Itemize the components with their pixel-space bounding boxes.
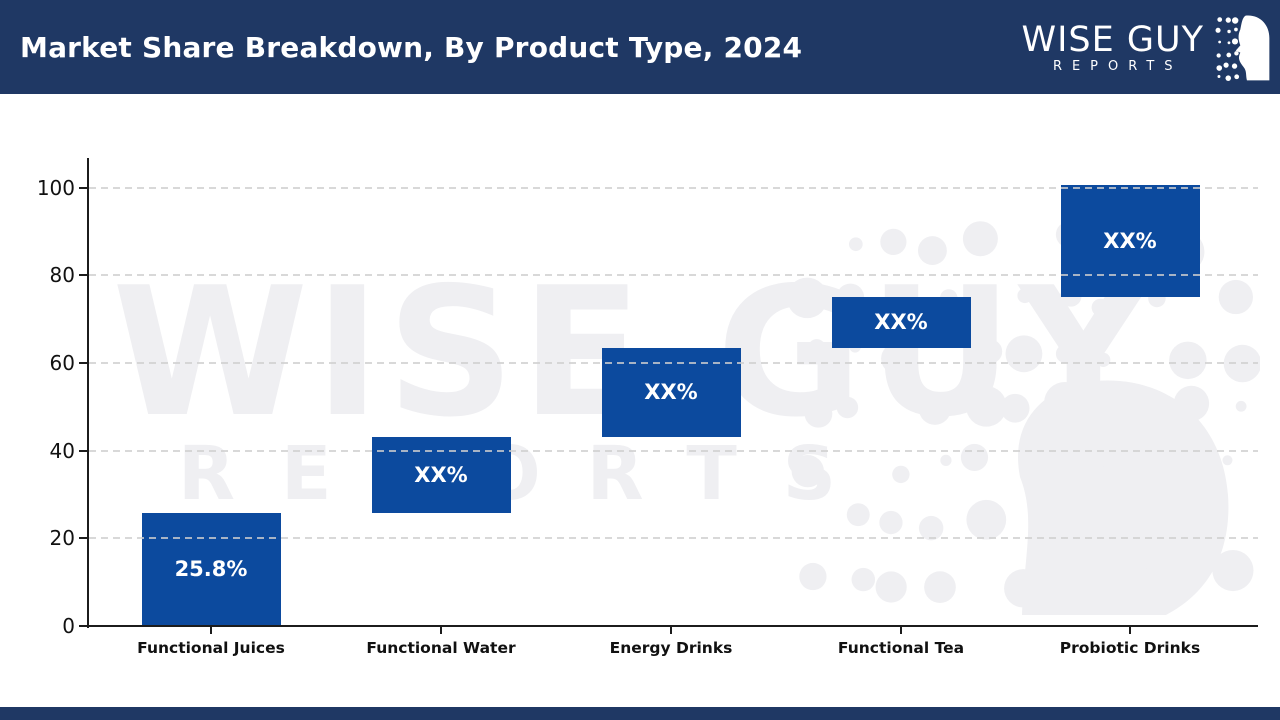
bar-value-label: XX% <box>644 380 698 405</box>
x-tick <box>210 627 212 634</box>
x-axis-category-label: Functional Water <box>366 639 516 657</box>
y-tick <box>79 449 87 452</box>
footer-bar <box>0 707 1280 720</box>
y-tick <box>79 274 87 277</box>
bar: XX% <box>831 297 971 348</box>
y-tick <box>79 361 87 364</box>
bar-value-label: XX% <box>414 462 468 487</box>
y-tick <box>79 537 87 540</box>
x-axis-category-label: Functional Juices <box>137 639 285 657</box>
y-tick-label: 80 <box>49 263 75 288</box>
gridline <box>89 537 1258 540</box>
header-bar: Market Share Breakdown, By Product Type,… <box>0 0 1280 94</box>
bar: XX% <box>1060 185 1200 298</box>
y-tick <box>79 186 87 189</box>
x-axis-category-label: Functional Tea <box>837 639 965 657</box>
x-axis-category-label: Probiotic Drinks <box>1059 639 1201 657</box>
x-axis-spine <box>87 625 1258 627</box>
y-tick-label: 20 <box>49 526 75 551</box>
x-tick <box>670 627 672 634</box>
brand-subname: REPORTS <box>1052 59 1183 75</box>
gridline <box>89 274 1258 277</box>
bar-value-label: XX% <box>1103 229 1157 254</box>
gridline <box>89 361 1258 364</box>
x-tick <box>440 627 442 634</box>
y-tick-label: 60 <box>49 350 75 375</box>
x-axis-category-label: Energy Drinks <box>609 639 733 657</box>
y-tick-label: 0 <box>62 614 75 638</box>
brand-name: WISE GUY <box>1021 19 1204 60</box>
bar-value-label: 25.8% <box>174 557 248 582</box>
x-tick <box>1129 627 1131 634</box>
y-tick-label: 100 <box>36 175 75 200</box>
x-tick <box>900 627 902 634</box>
brand-logo: WISE GUY REPORTS <box>1021 6 1272 90</box>
bar: 25.8% <box>141 512 281 626</box>
page-title: Market Share Breakdown, By Product Type,… <box>20 30 803 64</box>
gridline <box>89 449 1258 452</box>
bar-value-label: XX% <box>874 310 928 335</box>
y-tick-label: 40 <box>49 438 75 463</box>
brand-logo-text: WISE GUY REPORTS <box>1021 19 1204 75</box>
bar: XX% <box>371 437 511 513</box>
brand-head-icon <box>1215 15 1270 81</box>
y-tick <box>79 625 87 627</box>
y-axis-spine <box>87 158 89 628</box>
gridline <box>89 186 1258 189</box>
